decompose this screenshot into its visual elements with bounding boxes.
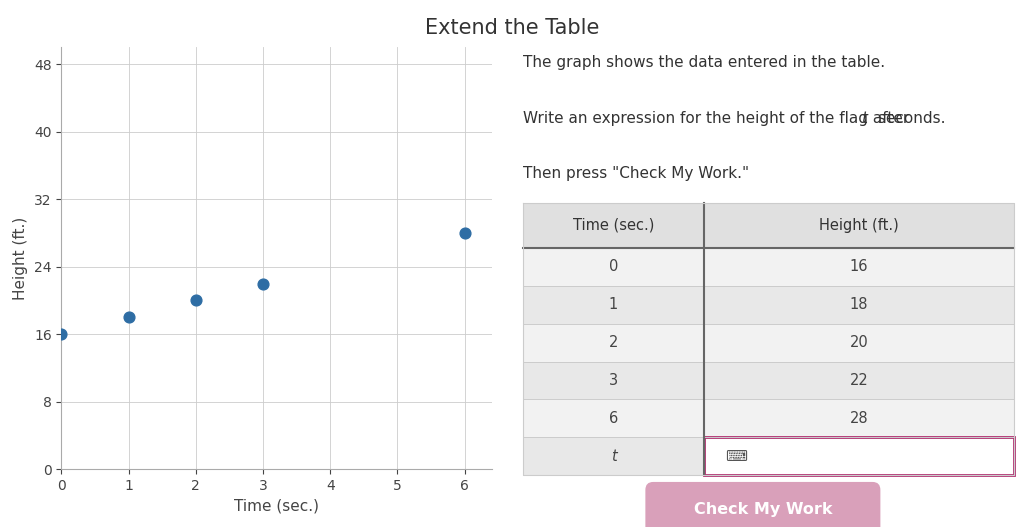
Text: Height (ft.): Height (ft.) [819,218,899,233]
Bar [522,203,705,248]
Text: 2: 2 [609,335,618,350]
Text: Then press "Check My Work.": Then press "Check My Work." [522,166,749,181]
Bar [522,437,705,475]
Y-axis label: Height (ft.): Height (ft.) [13,217,29,300]
Bar [705,362,1014,399]
Point [53,330,70,338]
Bar [705,203,1014,248]
Point [121,313,137,321]
Text: 1: 1 [609,297,618,312]
Text: 3: 3 [609,373,618,388]
Text: Check My Work: Check My Work [693,502,833,517]
Bar [705,399,1014,437]
Bar [705,286,1014,324]
Text: 28: 28 [850,411,868,426]
Text: 20: 20 [850,335,868,350]
Bar [705,248,1014,286]
Bar [522,324,705,362]
Text: 18: 18 [850,297,868,312]
Point [457,229,473,237]
Bar [522,362,705,399]
Text: Extend the Table: Extend the Table [425,18,599,38]
Bar [705,324,1014,362]
X-axis label: Time (sec.): Time (sec.) [233,499,319,513]
Text: 16: 16 [850,259,868,274]
Point [187,296,204,305]
Text: The graph shows the data entered in the table.: The graph shows the data entered in the … [522,55,885,70]
Bar [705,437,1014,475]
Text: Write an expression for the height of the flag after: Write an expression for the height of th… [522,111,913,125]
Text: Time (sec.): Time (sec.) [572,218,654,233]
Text: 0: 0 [609,259,618,274]
Text: seconds.: seconds. [872,111,945,125]
Text: t: t [610,449,616,464]
Bar [522,399,705,437]
Bar [522,286,705,324]
Text: 6: 6 [609,411,618,426]
Point [255,279,271,288]
Text: t: t [861,111,867,125]
Text: 22: 22 [850,373,868,388]
Bar [522,248,705,286]
Text: ⌨: ⌨ [725,449,748,464]
FancyBboxPatch shape [645,482,881,527]
